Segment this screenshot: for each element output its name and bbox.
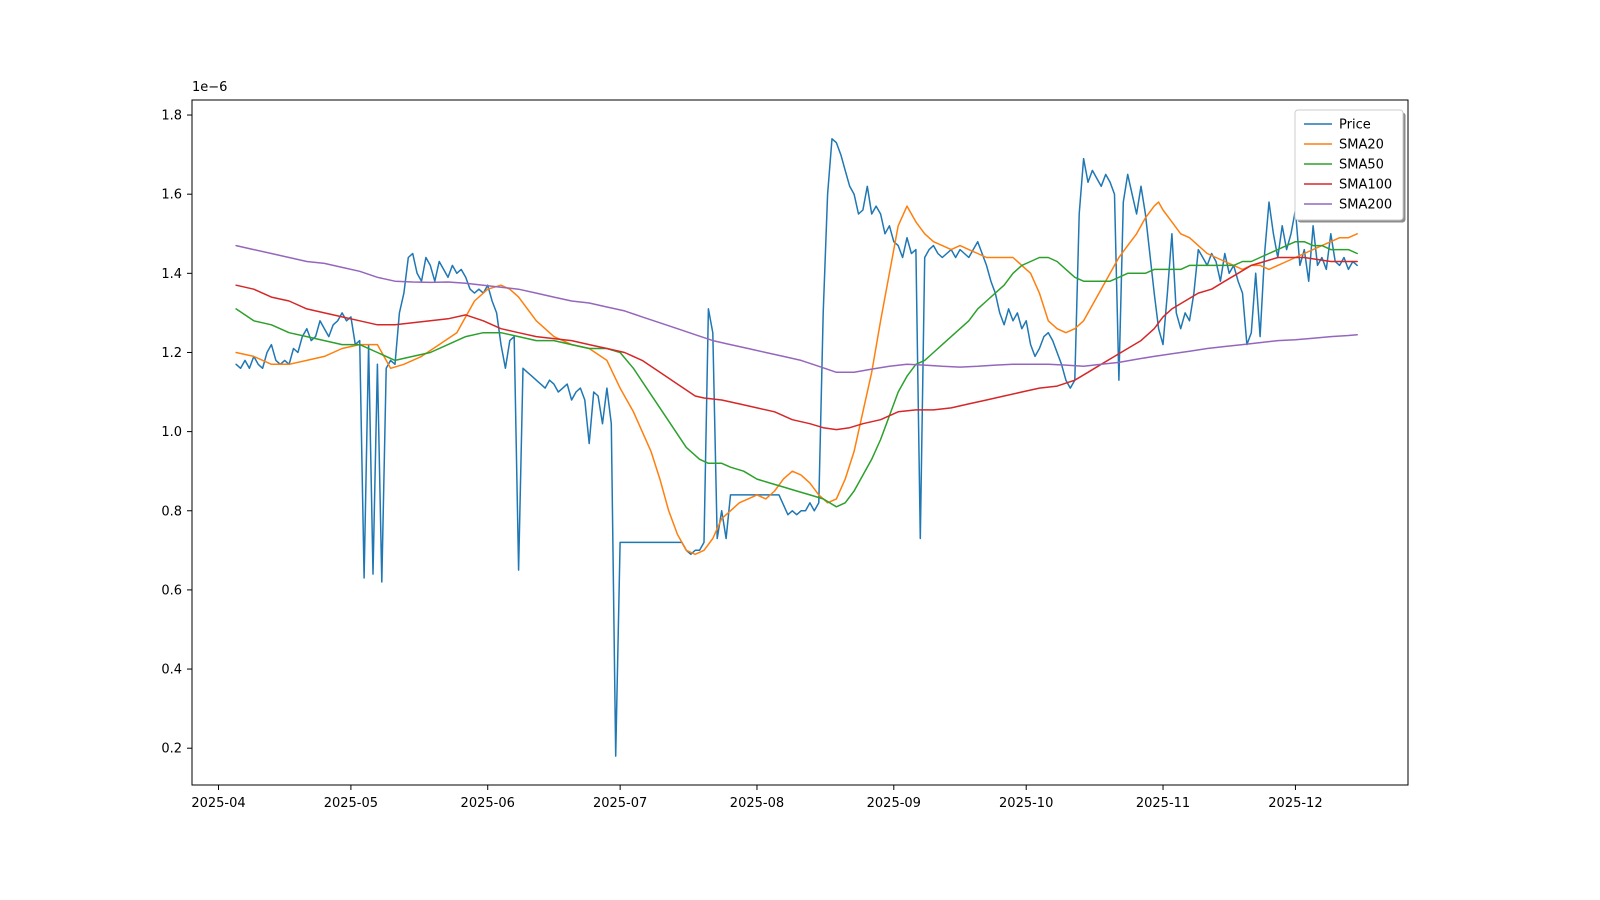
legend-entry-sma20: SMA20 [1304, 138, 1384, 153]
legend-label: Price [1339, 118, 1371, 133]
x-tick-label: 2025-12 [1268, 796, 1322, 811]
x-tick-label: 2025-04 [191, 796, 245, 811]
y-tick-label: 0.8 [161, 504, 182, 519]
axes-frame [191, 99, 1409, 786]
x-tick-label: 2025-06 [461, 796, 515, 811]
x-tick-label: 2025-07 [593, 796, 647, 811]
series-line-sma200 [235, 244, 1358, 374]
y-tick-label: 1.6 [161, 188, 182, 203]
y-tick-label: 1.2 [161, 346, 182, 361]
y-tick-label: 0.2 [161, 742, 182, 757]
legend-label: SMA50 [1339, 158, 1384, 173]
legend-label: SMA20 [1339, 138, 1384, 153]
x-tick-label: 2025-05 [324, 796, 378, 811]
y-tick-label: 0.4 [161, 663, 182, 678]
legend-label: SMA200 [1339, 198, 1392, 213]
y-tick-label: 0.6 [161, 583, 182, 598]
x-tick-label: 2025-10 [999, 796, 1053, 811]
y-axis-offset-label: 1e−6 [192, 80, 227, 95]
series-line-sma20 [235, 201, 1358, 556]
legend-entry-sma200: SMA200 [1304, 198, 1392, 213]
series-line-sma100 [235, 256, 1358, 431]
y-tick-label: 1.4 [161, 267, 182, 282]
legend-label: SMA100 [1339, 178, 1392, 193]
legend: Price SMA20 SMA50 SMA100 SMA200 [1294, 109, 1406, 223]
x-tick-label: 2025-08 [730, 796, 784, 811]
y-tick-label: 1.0 [161, 425, 182, 440]
series-line-price [235, 138, 1358, 757]
x-tick-label: 2025-09 [867, 796, 921, 811]
series-line-sma50 [235, 240, 1358, 508]
y-tick-label: 1.8 [161, 109, 182, 124]
legend-box [1294, 109, 1404, 221]
x-tick-label: 2025-11 [1136, 796, 1190, 811]
legend-entry-sma100: SMA100 [1304, 178, 1392, 193]
legend-entry-sma50: SMA50 [1304, 158, 1384, 173]
legend-entry-price: Price [1304, 118, 1371, 133]
